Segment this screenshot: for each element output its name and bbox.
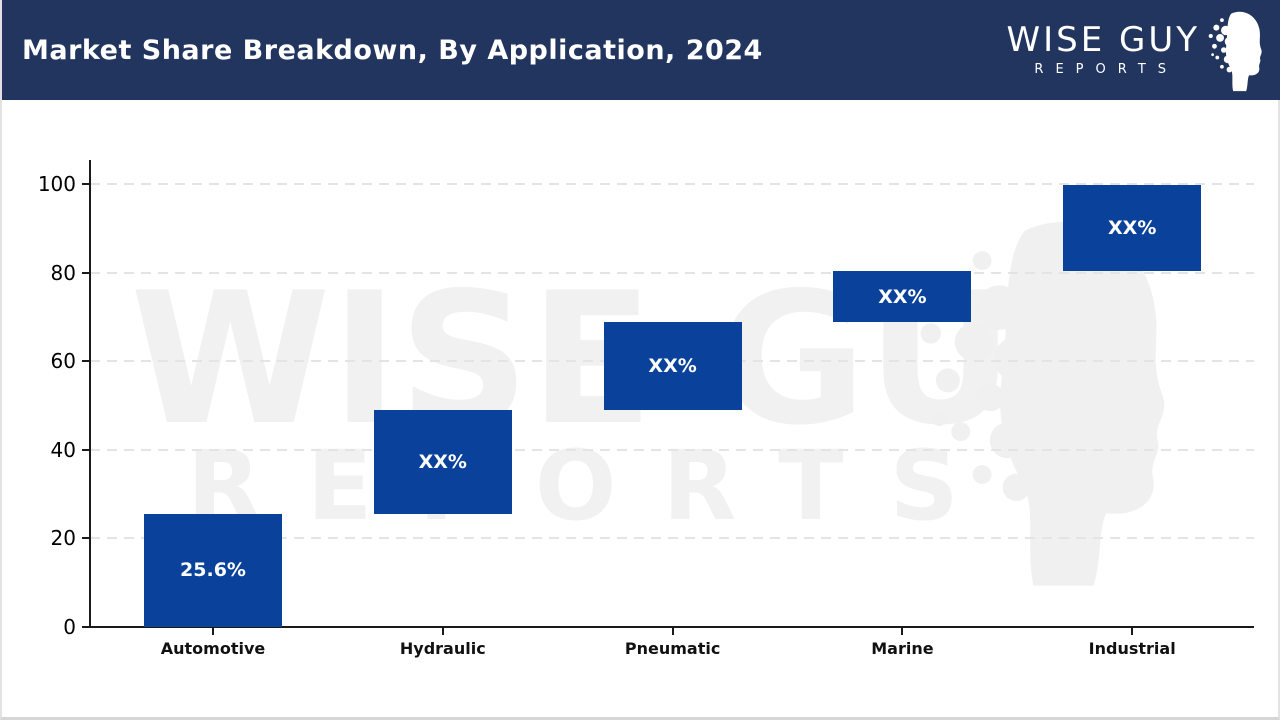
y-tick-label: 100 <box>37 172 76 197</box>
bar-value-label: XX% <box>878 285 927 308</box>
y-tick <box>82 626 90 628</box>
y-tick-label: 0 <box>63 615 76 639</box>
bar-pneumatic: XX% <box>603 322 742 410</box>
logo-wiseguy-label: WISE GUY <box>1006 20 1200 60</box>
x-tick <box>1131 628 1134 635</box>
x-tick <box>671 628 674 635</box>
y-tick <box>82 271 90 274</box>
x-tick <box>901 628 904 635</box>
y-axis-line <box>89 160 91 628</box>
y-tick <box>82 360 90 363</box>
y-tick <box>82 537 90 540</box>
gridline <box>90 183 1254 186</box>
bar-value-label: 25.6% <box>180 559 246 582</box>
logo-reports-label: REPORTS <box>1034 62 1179 77</box>
bar-hydraulic: XX% <box>373 409 512 514</box>
wiseguy-head-icon <box>1208 11 1262 92</box>
wiseguy-logo-text: WISE GUY REPORTS <box>1006 23 1200 77</box>
category-label-automotive: Automotive <box>160 639 266 658</box>
page-title: Market Share Breakdown, By Application, … <box>22 34 763 66</box>
gridline <box>90 537 1254 540</box>
category-label-hydraulic: Hydraulic <box>399 639 486 658</box>
x-tick <box>212 628 214 635</box>
wiseguy-logo: WISE GUY REPORTS <box>1006 8 1268 92</box>
bar-value-label: XX% <box>1108 217 1157 240</box>
category-label-marine: Marine <box>871 639 934 658</box>
bar-value-label: XX% <box>648 355 697 378</box>
bar-industrial: XX% <box>1063 185 1202 272</box>
gridline <box>90 271 1254 274</box>
gridline <box>90 448 1254 451</box>
y-tick <box>82 183 90 186</box>
y-tick-label: 20 <box>50 526 76 551</box>
category-label-industrial: Industrial <box>1088 639 1176 658</box>
y-tick-label: 60 <box>50 349 76 374</box>
bar-marine: XX% <box>833 271 972 323</box>
header: Market Share Breakdown, By Application, … <box>2 0 1280 100</box>
watermark-reports-text: REPORTS <box>187 430 1005 542</box>
x-tick <box>441 628 444 635</box>
y-tick <box>82 448 90 451</box>
y-tick-label: 40 <box>50 437 76 462</box>
x-axis-line <box>89 626 1254 628</box>
y-tick-label: 80 <box>50 260 76 285</box>
bar-value-label: XX% <box>418 450 467 473</box>
category-label-pneumatic: Pneumatic <box>624 639 721 658</box>
bar-automotive: 25.6% <box>144 513 282 627</box>
